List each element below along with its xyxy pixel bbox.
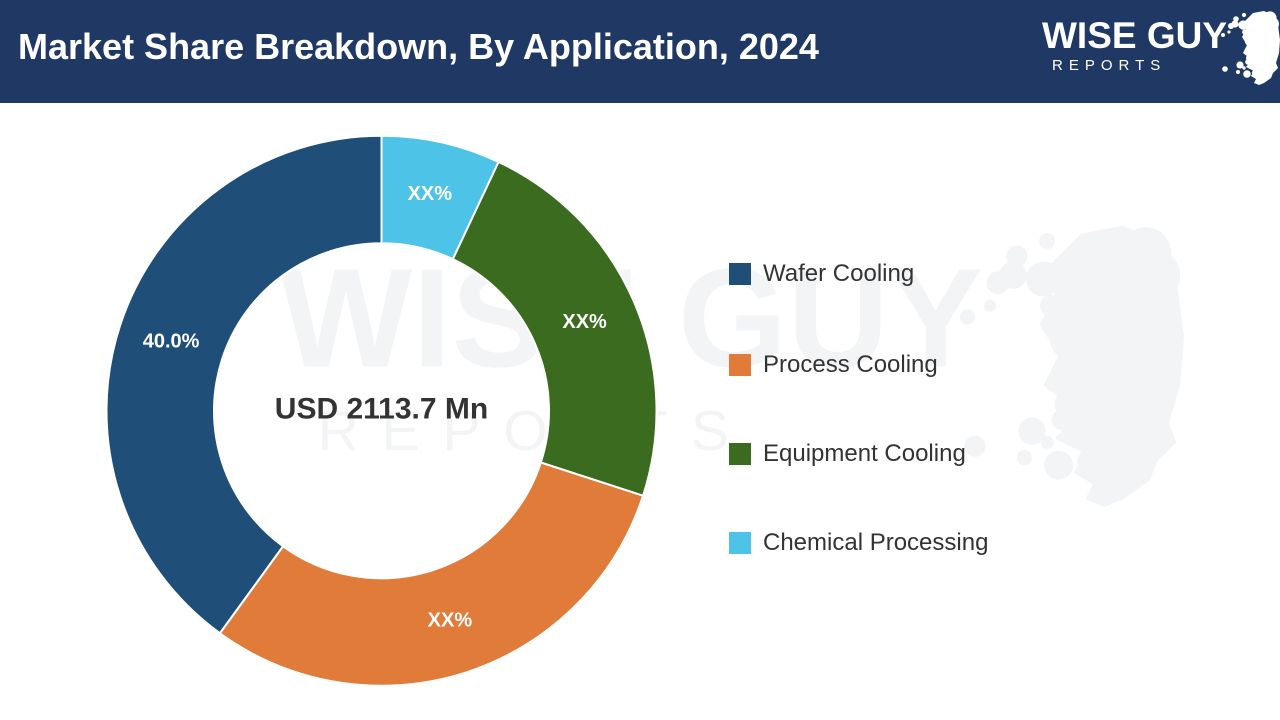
svg-text:XX%: XX% [408, 183, 453, 205]
svg-text:XX%: XX% [428, 609, 473, 631]
svg-text:REPORTS: REPORTS [1052, 57, 1166, 74]
svg-text:USD 2113.7 Mn: USD 2113.7 Mn [275, 393, 488, 426]
svg-text:40.0%: 40.0% [143, 331, 200, 353]
svg-text:XX%: XX% [562, 311, 607, 333]
svg-text:WISE GUY: WISE GUY [1042, 15, 1227, 56]
